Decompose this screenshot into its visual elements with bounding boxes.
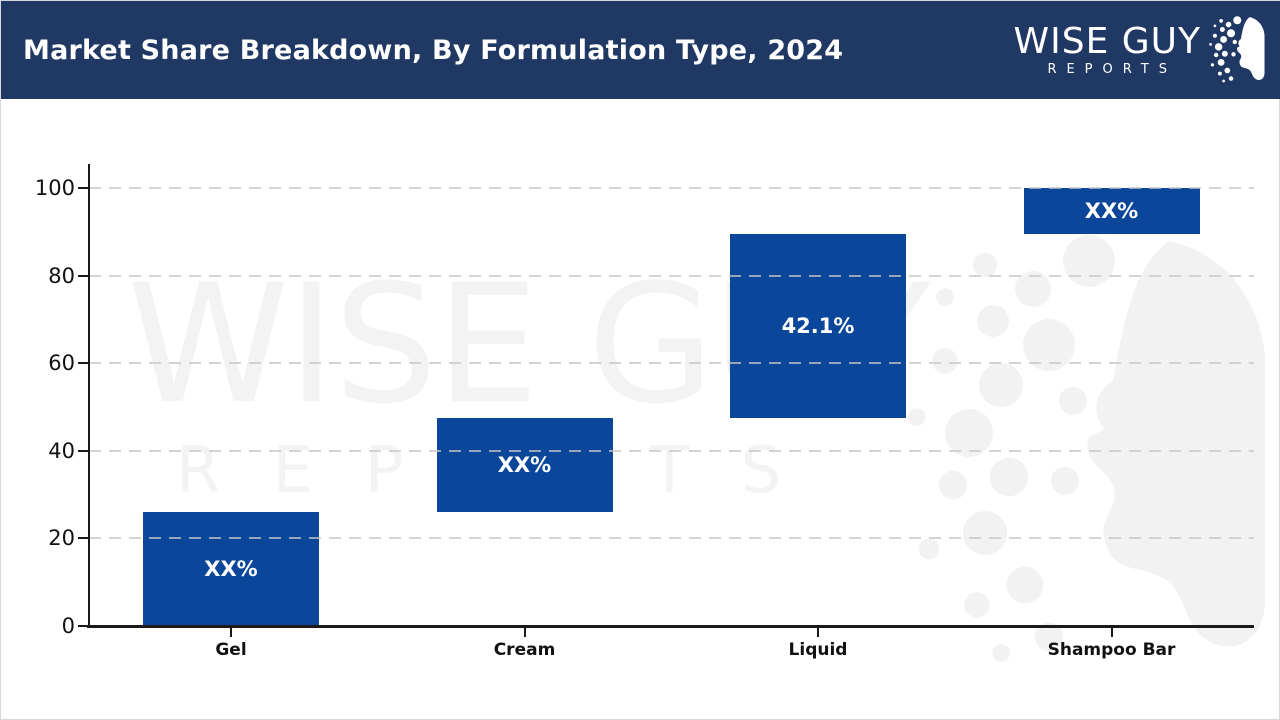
y-tick-label: 100	[34, 176, 75, 200]
y-tick-mark	[78, 449, 89, 452]
x-tick-label-gel: Gel	[215, 640, 247, 660]
bar-value-label-shampoo-bar: XX%	[1084, 198, 1139, 223]
x-axis-line	[87, 625, 1254, 628]
x-tick-label-shampoo-bar: Shampoo Bar	[1047, 640, 1176, 660]
y-tick-label: 80	[48, 263, 75, 288]
y-axis-line	[88, 164, 90, 628]
y-tick-mark	[78, 187, 89, 189]
bar-value-label-gel: XX%	[204, 557, 258, 582]
brand-name: WISE GUY	[1013, 20, 1201, 62]
x-tick-mark	[817, 628, 819, 637]
gridline-40	[89, 449, 1254, 452]
y-tick-mark	[78, 625, 89, 627]
gridline-100	[89, 187, 1254, 189]
x-tick-mark	[523, 628, 526, 637]
bar-liquid: 42.1%	[730, 233, 906, 419]
x-tick-label-liquid: Liquid	[788, 640, 848, 660]
bar-cream: XX%	[436, 418, 613, 513]
bar-shampoo-bar: XX%	[1023, 188, 1200, 234]
x-tick-label-cream: Cream	[493, 640, 556, 660]
brand-subtitle: REPORTS	[1047, 62, 1178, 78]
bar-gel: XX%	[143, 512, 319, 626]
bar-value-label-liquid: 42.1%	[781, 314, 855, 339]
gridline-20	[89, 537, 1254, 540]
y-tick-mark	[78, 362, 89, 365]
x-tick-mark	[230, 628, 232, 637]
page-title: Market Share Breakdown, By Formulation T…	[23, 34, 844, 66]
gridline-80	[89, 274, 1254, 277]
brand-logo-text: WISE GUY REPORTS	[1013, 20, 1202, 78]
bar-value-label-cream: XX%	[497, 453, 552, 478]
brand-logo: WISE GUY REPORTS	[1014, 6, 1268, 94]
header-bar: Market Share Breakdown, By Formulation T…	[1, 1, 1280, 99]
y-tick-mark	[78, 274, 89, 277]
y-tick-label: 60	[48, 351, 75, 376]
gridline-60	[89, 362, 1254, 365]
y-tick-label: 0	[61, 614, 75, 638]
y-tick-label: 20	[48, 526, 75, 551]
y-tick-mark	[78, 537, 89, 540]
y-tick-label: 40	[48, 438, 75, 463]
x-tick-mark	[1110, 628, 1113, 637]
